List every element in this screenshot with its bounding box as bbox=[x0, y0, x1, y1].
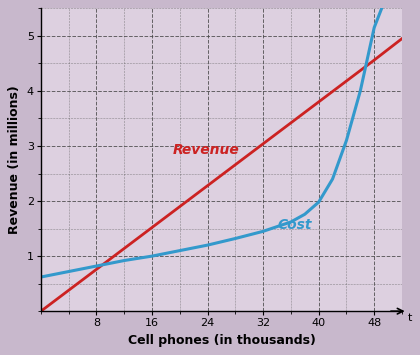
Text: Cost: Cost bbox=[277, 218, 312, 231]
Text: t: t bbox=[408, 313, 412, 323]
Text: Revenue: Revenue bbox=[173, 143, 240, 157]
Y-axis label: Revenue (in millions): Revenue (in millions) bbox=[8, 85, 21, 234]
X-axis label: Cell phones (in thousands): Cell phones (in thousands) bbox=[128, 334, 315, 347]
